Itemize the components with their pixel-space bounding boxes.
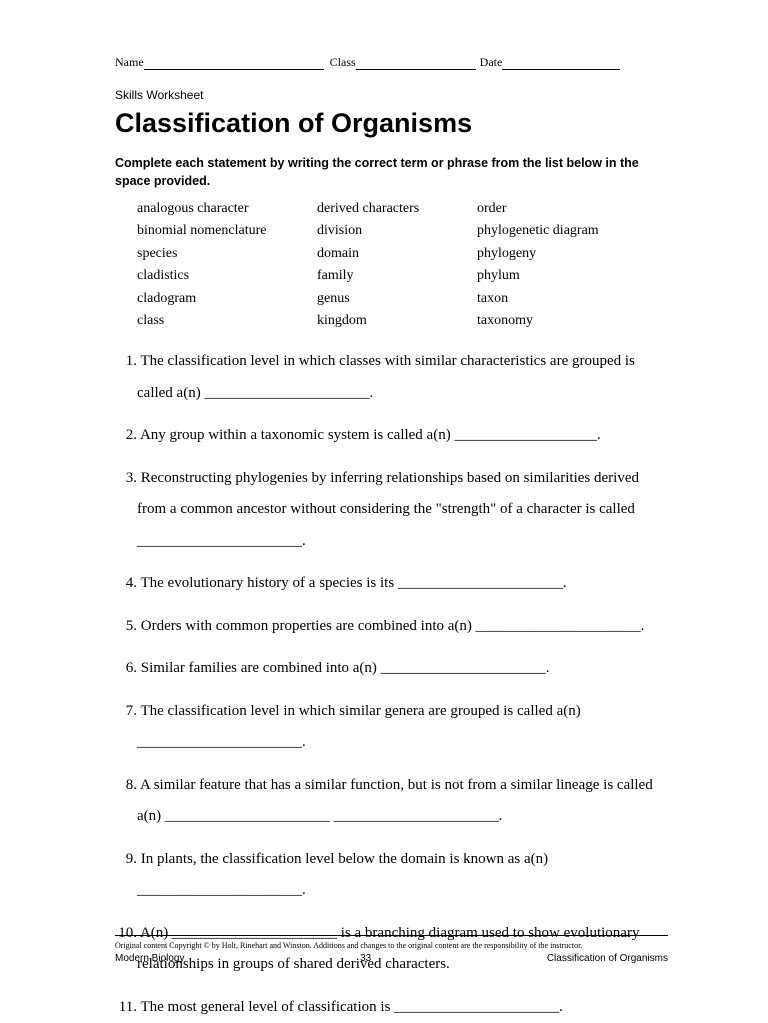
question-num: 2.: [117, 420, 137, 452]
question-9: 9. In plants, the classification level b…: [117, 844, 668, 907]
term: binomial nomenclature: [137, 220, 317, 242]
question-num: 5.: [117, 611, 137, 643]
question-num: 3.: [117, 463, 137, 495]
footer-left: Modern Biology: [115, 953, 184, 964]
header-fields: Name Class Date: [115, 55, 668, 70]
term: order: [477, 198, 637, 220]
date-blank[interactable]: [502, 55, 620, 70]
answer-blank[interactable]: ___________________: [454, 427, 597, 443]
question-7: 7. The classification level in which sim…: [117, 696, 668, 759]
terms-col-3: order phylogenetic diagram phylogeny phy…: [477, 198, 637, 332]
copyright-text: Original content Copyright © by Holt, Ri…: [115, 935, 668, 950]
class-blank[interactable]: [356, 55, 476, 70]
question-text: .: [641, 618, 645, 634]
question-text: .: [559, 999, 563, 1015]
term: derived characters: [317, 198, 477, 220]
questions-list: 1. The classification level in which cla…: [115, 346, 668, 1023]
question-text: .: [597, 427, 601, 443]
answer-blank[interactable]: ______________________: [334, 808, 499, 824]
term: phylum: [477, 265, 637, 287]
term: cladogram: [137, 288, 317, 310]
answer-blank[interactable]: ______________________: [381, 660, 546, 676]
question-num: 8.: [117, 770, 137, 802]
term: species: [137, 243, 317, 265]
question-text: In plants, the classification level belo…: [141, 851, 548, 867]
answer-blank[interactable]: ______________________: [137, 734, 302, 750]
page-title: Classification of Organisms: [115, 108, 668, 139]
question-text: .: [563, 575, 567, 591]
question-text: Similar families are combined into a(n): [141, 660, 381, 676]
terms-col-2: derived characters division domain famil…: [317, 198, 477, 332]
term: division: [317, 220, 477, 242]
term: family: [317, 265, 477, 287]
question-text: .: [302, 533, 306, 549]
footer: Original content Copyright © by Holt, Ri…: [115, 935, 668, 964]
footer-right: Classification of Organisms: [547, 953, 668, 964]
question-text: The evolutionary history of a species is…: [140, 575, 397, 591]
question-6: 6. Similar families are combined into a(…: [117, 653, 668, 685]
question-text: Any group within a taxonomic system is c…: [140, 427, 455, 443]
instructions-text: Complete each statement by writing the c…: [115, 155, 668, 190]
answer-blank[interactable]: ______________________: [476, 618, 641, 634]
answer-blank[interactable]: ______________________: [204, 385, 369, 401]
class-label: Class: [330, 55, 356, 70]
question-text: Reconstructing phylogenies by inferring …: [137, 470, 639, 518]
question-11: 11. The most general level of classifica…: [117, 992, 668, 1023]
terms-col-1: analogous character binomial nomenclatur…: [137, 198, 317, 332]
term: phylogeny: [477, 243, 637, 265]
terms-list: analogous character binomial nomenclatur…: [115, 198, 668, 332]
term: analogous character: [137, 198, 317, 220]
term: class: [137, 310, 317, 332]
question-8: 8. A similar feature that has a similar …: [117, 770, 668, 833]
question-text: Orders with common properties are combin…: [141, 618, 476, 634]
answer-blank[interactable]: ______________________: [394, 999, 559, 1015]
question-num: 7.: [117, 696, 137, 728]
question-num: 6.: [117, 653, 137, 685]
name-blank[interactable]: [144, 55, 324, 70]
question-3: 3. Reconstructing phylogenies by inferri…: [117, 463, 668, 558]
question-text: The most general level of classification…: [140, 999, 394, 1015]
term: taxonomy: [477, 310, 637, 332]
footer-page-num: 33: [360, 953, 371, 964]
date-label: Date: [480, 55, 503, 70]
question-5: 5. Orders with common properties are com…: [117, 611, 668, 643]
question-1: 1. The classification level in which cla…: [117, 346, 668, 409]
question-num: 11.: [117, 992, 137, 1023]
term: cladistics: [137, 265, 317, 287]
question-text: .: [499, 808, 503, 824]
answer-blank[interactable]: ______________________: [398, 575, 563, 591]
term: kingdom: [317, 310, 477, 332]
question-text: .: [302, 734, 306, 750]
term: phylogenetic diagram: [477, 220, 637, 242]
name-label: Name: [115, 55, 144, 70]
term: genus: [317, 288, 477, 310]
answer-blank[interactable]: ______________________: [137, 533, 302, 549]
question-2: 2. Any group within a taxonomic system i…: [117, 420, 668, 452]
answer-blank[interactable]: ______________________: [137, 882, 302, 898]
skills-worksheet-label: Skills Worksheet: [115, 88, 668, 102]
worksheet-page: Name Class Date Skills Worksheet Classif…: [0, 0, 768, 994]
term: taxon: [477, 288, 637, 310]
question-text: .: [302, 882, 306, 898]
question-text: .: [369, 385, 373, 401]
question-4: 4. The evolutionary history of a species…: [117, 568, 668, 600]
question-num: 1.: [117, 346, 137, 378]
footer-row: Modern Biology 33 Classification of Orga…: [115, 953, 668, 964]
question-num: 9.: [117, 844, 137, 876]
answer-blank[interactable]: ______________________: [165, 808, 330, 824]
question-num: 4.: [117, 568, 137, 600]
term: domain: [317, 243, 477, 265]
question-text: The classification level in which simila…: [140, 703, 580, 719]
question-text: .: [546, 660, 550, 676]
